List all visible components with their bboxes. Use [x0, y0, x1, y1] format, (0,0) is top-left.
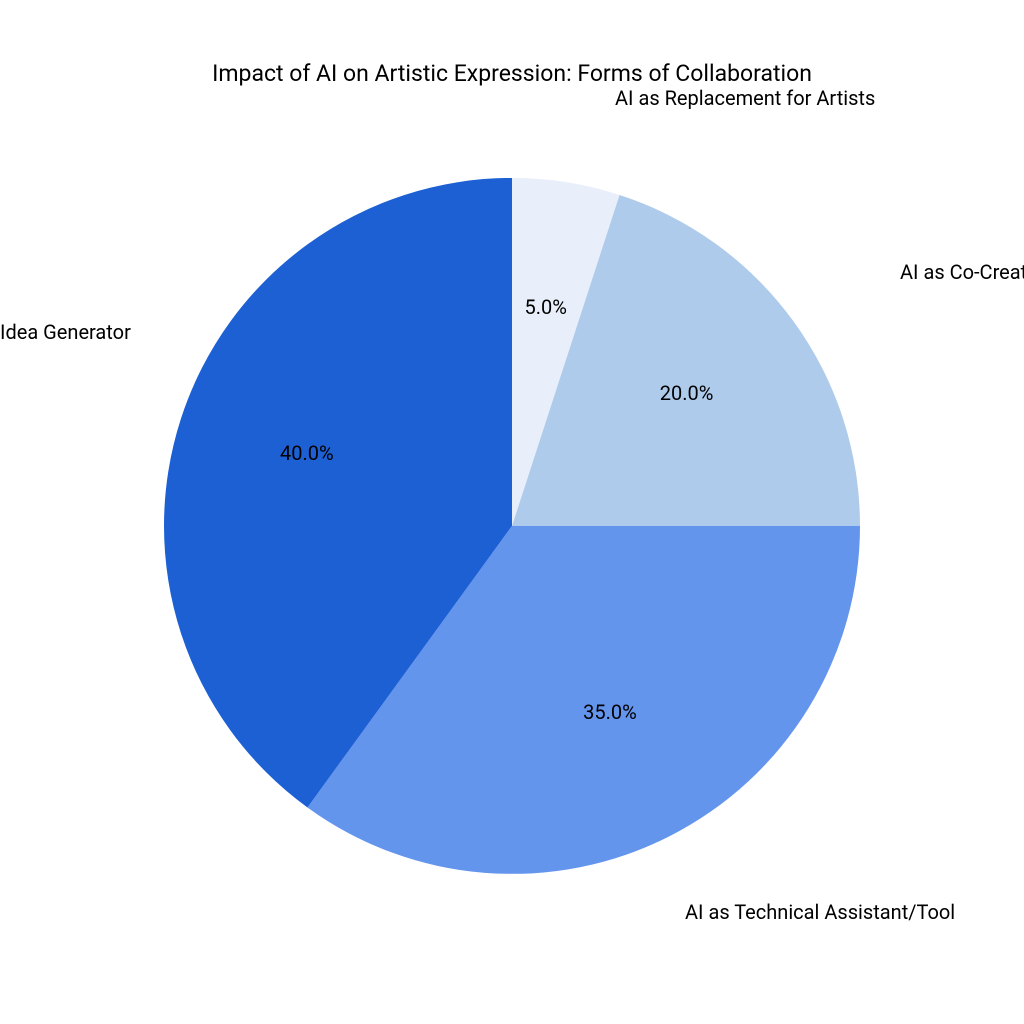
chart-title: Impact of AI on Artistic Expression: For…: [212, 60, 812, 87]
slice-percent-label: 20.0%: [660, 381, 714, 405]
pie-chart: [164, 178, 860, 874]
slice-label: AI as Co-Creator/C: [900, 260, 1024, 284]
slice-percent-label: 35.0%: [583, 700, 637, 724]
slice-label: AI as Technical Assistant/Tool: [685, 900, 955, 924]
slice-label: AI as Replacement for Artists: [615, 86, 875, 110]
slice-percent-label: 40.0%: [280, 441, 334, 465]
pie-chart-container: Impact of AI on Artistic Expression: For…: [0, 0, 1024, 1024]
slice-label: Idea Generator: [0, 320, 131, 344]
slice-percent-label: 5.0%: [525, 295, 567, 319]
